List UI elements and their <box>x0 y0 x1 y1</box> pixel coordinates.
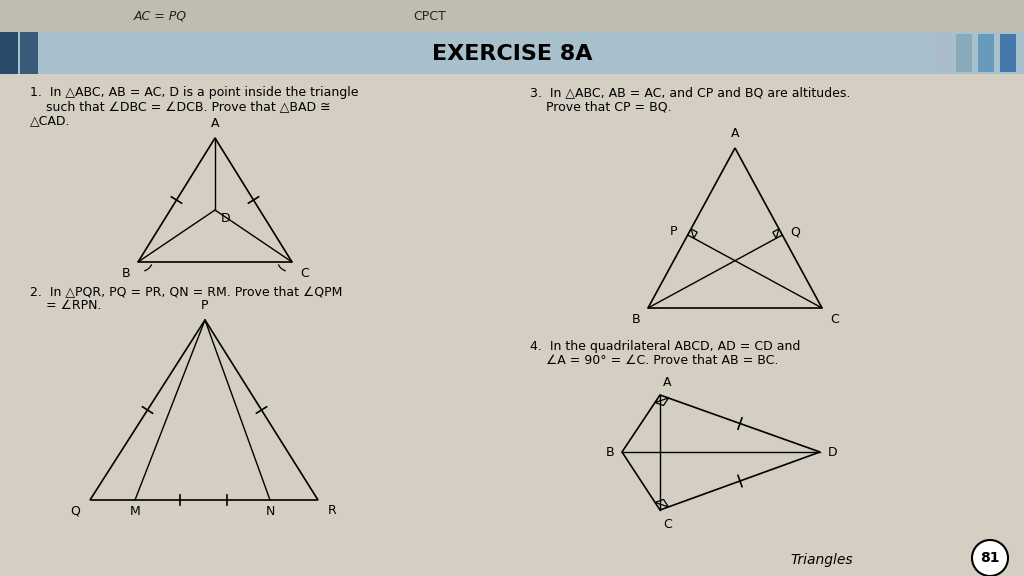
Text: CPCT: CPCT <box>414 9 446 22</box>
Bar <box>20 32 38 74</box>
Text: B: B <box>632 313 640 326</box>
Text: Prove that CP = BQ.: Prove that CP = BQ. <box>530 100 672 113</box>
Text: 2.  In △PQR, PQ = PR, QN = RM. Prove that ∠QPM: 2. In △PQR, PQ = PR, QN = RM. Prove that… <box>30 285 342 298</box>
Bar <box>0 32 1024 74</box>
Bar <box>934 34 950 72</box>
Text: C: C <box>830 313 839 326</box>
Text: P: P <box>670 225 678 238</box>
Circle shape <box>972 540 1008 576</box>
Text: P: P <box>202 299 209 312</box>
Text: ∠A = 90° = ∠C. Prove that AB = BC.: ∠A = 90° = ∠C. Prove that AB = BC. <box>530 354 778 367</box>
Bar <box>0 0 1024 32</box>
Bar <box>0 74 1024 576</box>
Text: Triangles: Triangles <box>790 553 853 567</box>
Text: M: M <box>130 505 140 518</box>
Text: 3.  In △ABC, AB = AC, and CP and BQ are altitudes.: 3. In △ABC, AB = AC, and CP and BQ are a… <box>530 86 850 99</box>
Text: D: D <box>828 445 838 458</box>
Text: 81: 81 <box>980 551 999 565</box>
Bar <box>1000 34 1016 72</box>
Text: B: B <box>122 267 130 280</box>
Text: AC = PQ: AC = PQ <box>133 9 186 22</box>
Text: A: A <box>731 127 739 140</box>
Text: = ∠RPN.: = ∠RPN. <box>30 299 101 312</box>
Text: B: B <box>605 445 614 458</box>
Text: 1.  In △ABC, AB = AC, D is a point inside the triangle: 1. In △ABC, AB = AC, D is a point inside… <box>30 86 358 99</box>
Bar <box>0 32 18 74</box>
Text: R: R <box>328 504 337 517</box>
Bar <box>956 34 972 72</box>
Text: N: N <box>265 505 274 518</box>
Text: Q: Q <box>791 225 800 238</box>
Text: A: A <box>211 117 219 130</box>
Text: D: D <box>221 212 230 225</box>
Text: such that ∠DBC = ∠DCB. Prove that △BAD ≅: such that ∠DBC = ∠DCB. Prove that △BAD ≅ <box>30 100 331 113</box>
Text: C: C <box>300 267 309 280</box>
Bar <box>978 34 994 72</box>
Text: EXERCISE 8A: EXERCISE 8A <box>432 44 592 64</box>
Text: Q: Q <box>70 504 80 517</box>
Text: 4.  In the quadrilateral ABCD, AD = CD and: 4. In the quadrilateral ABCD, AD = CD an… <box>530 340 801 353</box>
Text: △CAD.: △CAD. <box>30 114 71 127</box>
Text: A: A <box>663 376 672 389</box>
Text: C: C <box>663 518 672 531</box>
